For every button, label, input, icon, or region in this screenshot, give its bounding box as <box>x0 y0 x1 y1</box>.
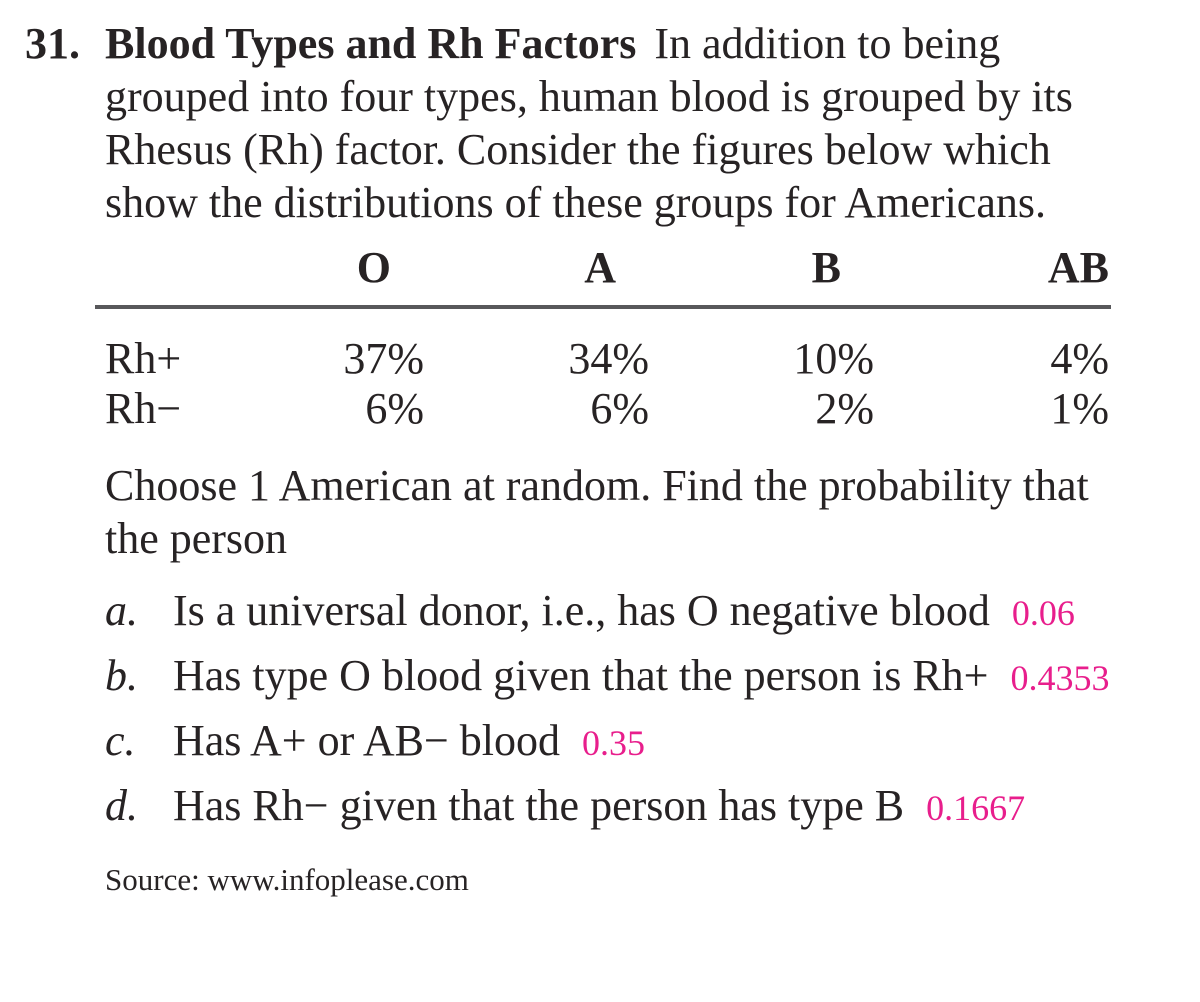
col-header-o: O <box>255 244 426 309</box>
col-header-ab: AB <box>876 244 1111 309</box>
prompt-line: Choose 1 American at random. Find the pr… <box>105 461 1089 510</box>
intro-line: Blood Types and Rh Factors In addition to… <box>105 17 1170 70</box>
cell-rh-negative-b: 2% <box>815 384 874 433</box>
part-letter: a. <box>105 586 138 635</box>
col-header-b: B <box>651 244 876 309</box>
prompt-line: the person <box>105 514 288 563</box>
row-label-rh-positive: Rh+ <box>105 334 182 383</box>
intro-line: Rhesus (Rh) factor. Consider the figures… <box>105 125 1051 174</box>
cell-rh-positive-a: 34% <box>568 334 649 383</box>
col-header-a: A <box>426 244 651 309</box>
cell-rh-positive-b: 10% <box>793 334 874 383</box>
part-d: d. Has Rh− given that the person has typ… <box>105 779 1170 835</box>
problem-31: 31. Blood Types and Rh Factors In additio… <box>25 17 1170 899</box>
part-a: a. Is a universal donor, i.e., has O neg… <box>105 584 1170 640</box>
cell-rh-negative-a: 6% <box>590 384 649 433</box>
question-parts-list: a. Is a universal donor, i.e., has O neg… <box>105 584 1170 835</box>
part-letter: d. <box>105 781 138 830</box>
part-answer: 0.4353 <box>1010 658 1110 698</box>
part-answer: 0.35 <box>581 723 645 763</box>
row-label-rh-negative: Rh− <box>105 384 182 433</box>
table-row-rh-positive: Rh+ 37% 34% 10% 4% <box>95 307 1111 384</box>
question-prompt: Choose 1 American at random. Find the pr… <box>105 459 1170 565</box>
cell-rh-positive-o: 37% <box>343 334 424 383</box>
problem-number: 31. <box>25 19 80 68</box>
problem-title: Blood Types and Rh Factors <box>105 19 637 68</box>
cell-rh-negative-ab: 1% <box>1050 384 1109 433</box>
intro-line: grouped into four types, human blood is … <box>105 72 1073 121</box>
blood-type-table: O A B AB Rh+ 37% 34% 10% 4% Rh− 6% 6% <box>95 244 1111 434</box>
part-text: Has A+ or AB− blood <box>173 716 560 765</box>
part-answer: 0.1667 <box>926 788 1026 828</box>
table-row-rh-negative: Rh− 6% 6% 2% 1% <box>95 384 1111 434</box>
part-answer: 0.06 <box>1011 593 1075 633</box>
part-text: Has Rh− given that the person has type B <box>173 781 905 830</box>
table-header-row: O A B AB <box>95 244 1111 309</box>
problem-intro: Blood Types and Rh Factors In addition to… <box>105 17 1170 229</box>
part-letter: c. <box>105 716 136 765</box>
part-text: Is a universal donor, i.e., has O negati… <box>173 586 990 635</box>
cell-rh-positive-ab: 4% <box>1050 334 1109 383</box>
cell-rh-negative-o: 6% <box>365 384 424 433</box>
source-note: Source: www.infoplease.com <box>105 862 469 897</box>
part-b: b. Has type O blood given that the perso… <box>105 649 1170 705</box>
part-c: c. Has A+ or AB− blood 0.35 <box>105 714 1170 770</box>
intro-text: In addition to being <box>654 19 1001 68</box>
part-letter: b. <box>105 651 138 700</box>
intro-line: show the distributions of these groups f… <box>105 178 1046 227</box>
problem-body: Blood Types and Rh Factors In addition to… <box>95 17 1170 899</box>
part-text: Has type O blood given that the person i… <box>173 651 989 700</box>
table-corner-cell <box>95 244 255 309</box>
